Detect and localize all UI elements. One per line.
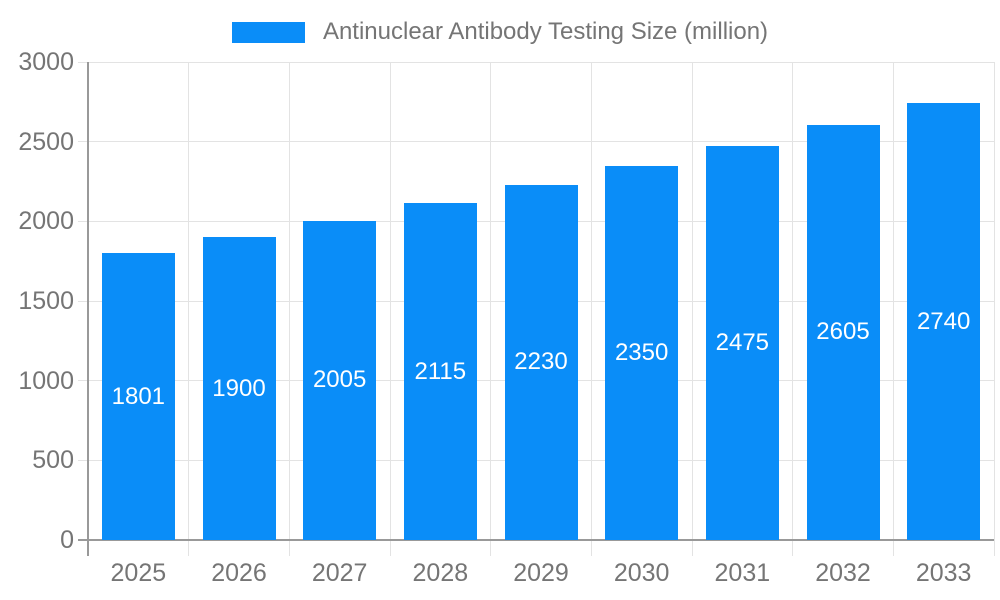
bar [101, 253, 175, 540]
y-tick-label: 2000 [18, 207, 74, 236]
x-tick-label: 2029 [513, 559, 569, 587]
gridline-v [288, 62, 290, 556]
bar-value-label: 2605 [816, 318, 870, 346]
bar-value-label: 2350 [614, 338, 669, 366]
y-axis-tick [78, 220, 88, 222]
y-tick-label: 1000 [18, 366, 74, 395]
bar-value-label: 2475 [715, 328, 770, 356]
bar [806, 124, 880, 540]
bar [907, 103, 981, 540]
y-tick-label: 0 [60, 526, 74, 554]
x-tick-label: 2025 [110, 559, 167, 587]
x-tick-label: 2028 [412, 559, 469, 587]
legend-swatch [231, 21, 305, 43]
y-axis-tick [78, 380, 88, 382]
bar-value-label: 2740 [916, 307, 971, 335]
legend-label: Antinuclear Antibody Testing Size (milli… [322, 18, 769, 45]
gridline-v [792, 62, 794, 556]
x-tick-label: 2032 [815, 559, 871, 587]
bar-value-label: 2005 [312, 366, 367, 394]
y-axis-tick [78, 459, 88, 461]
y-tick-label: 2500 [18, 127, 74, 156]
bar [605, 165, 679, 540]
bar [403, 203, 477, 540]
y-axis-tick [78, 61, 88, 63]
y-tick-label: 500 [32, 446, 74, 475]
gridline-v [892, 62, 894, 556]
gridline-v [389, 62, 391, 556]
gridline-v [590, 62, 592, 556]
y-axis-tick [78, 300, 88, 302]
legend: Antinuclear Antibody Testing Size (milli… [0, 18, 1000, 46]
x-tick-label: 2027 [311, 559, 368, 587]
gridline-h [88, 141, 994, 143]
gridline-v [490, 62, 492, 556]
bar [303, 220, 377, 540]
bar-value-label: 1900 [212, 374, 266, 402]
bar [504, 184, 578, 540]
gridline-v [691, 62, 693, 556]
x-tick-label: 2026 [211, 559, 267, 587]
gridline-v [993, 62, 995, 556]
x-tick-label: 2033 [915, 559, 972, 587]
bar-value-label: 2230 [514, 348, 568, 376]
y-axis-line [87, 62, 89, 556]
y-tick-label: 1500 [18, 287, 74, 315]
gridline-h [88, 61, 994, 63]
x-axis-line [78, 539, 994, 541]
bar [202, 237, 276, 540]
y-tick-label: 3000 [18, 48, 74, 76]
gridline-v [188, 62, 190, 556]
bar-value-label: 2115 [414, 357, 467, 385]
y-axis-tick [78, 141, 88, 143]
bar [705, 145, 779, 540]
bar-value-label: 1801 [111, 382, 166, 410]
x-tick-label: 2030 [613, 559, 670, 587]
x-tick-label: 2031 [714, 559, 771, 587]
